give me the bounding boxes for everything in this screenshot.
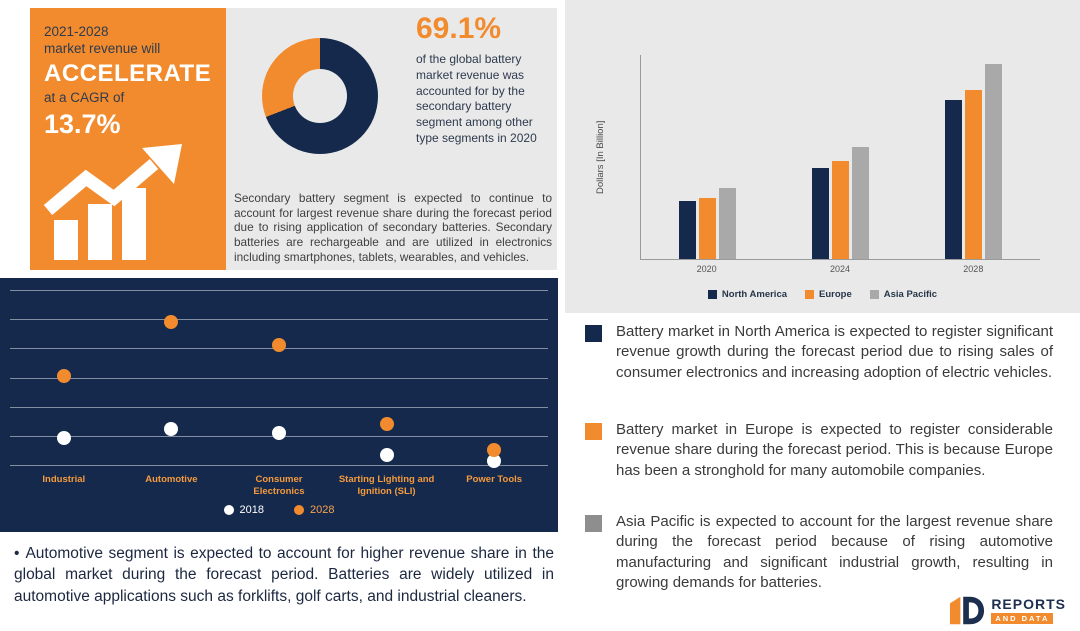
- dot-plot-category-label: Automotive: [145, 474, 198, 485]
- regional-bar-chart: [640, 55, 1040, 260]
- bar-group-2024: [812, 147, 869, 259]
- bar-asia-pacific-2020: [719, 188, 736, 259]
- automotive-bullet: • Automotive segment is expected to accou…: [14, 543, 554, 607]
- growth-arrow-icon: [43, 144, 182, 260]
- dot-plot-gridline: [10, 290, 548, 291]
- north-america-bullet: Battery market in North America is expec…: [585, 322, 1053, 383]
- asia-pacific-bullet-text: Asia Pacific is expected to account for …: [616, 513, 1053, 591]
- dot-2018-power-tools: [487, 453, 502, 468]
- accelerate-label: ACCELERATE: [44, 59, 212, 87]
- bar-asia-pacific-2028: [985, 64, 1002, 259]
- legend-swatch-icon: [869, 290, 879, 299]
- dot-2018-starting-lighting-and-ignition-sli-: [379, 448, 394, 463]
- europe-bullet-text: Battery market in Europe is expected to …: [616, 421, 1053, 479]
- donut-percent-label: 69.1%: [416, 12, 502, 45]
- cagr-highlight-panel: 2021-2028 market revenue will ACCELERATE…: [30, 8, 226, 270]
- dot-plot-category-label: Starting Lighting and Ignition (SLI): [338, 474, 435, 497]
- bar-asia-pacific-2024: [852, 147, 869, 259]
- asia-pacific-bullet-marker: [585, 515, 602, 532]
- dot-2018-industrial: [56, 430, 71, 445]
- dot-plot-category-labels: Industrial Automotive Consumer Electronics…: [10, 474, 548, 498]
- donut-chart: [262, 38, 378, 154]
- cagr-prefix-label: at a CAGR of: [44, 89, 125, 105]
- legend-swatch-icon: [707, 290, 717, 299]
- automotive-bullet-text: Automotive segment is expected to accoun…: [14, 545, 554, 605]
- dot-plot-gridline: [10, 465, 548, 466]
- dot-plot-gridline: [10, 377, 548, 379]
- cagr-value-label: 13.7%: [44, 108, 121, 139]
- legend-dot-icon: [294, 505, 304, 515]
- bar-north-america-2024: [812, 167, 829, 259]
- cagr-years-label: 2021-2028: [44, 24, 109, 39]
- dot-plot-category-label: Industrial: [42, 474, 86, 485]
- dot-plot-category-label: Consumer Electronics: [253, 474, 305, 497]
- legend-label: Europe: [819, 289, 852, 300]
- market-revenue-will-label: market revenue will: [44, 40, 161, 56]
- bar-legend-item-europe: Europe: [805, 289, 852, 300]
- bar-x-axis-label: 2024: [829, 264, 850, 274]
- logo-and-data-label: AND DATA: [991, 613, 1054, 624]
- dot-plot-gridline: [10, 406, 548, 408]
- dot-2028-industrial: [56, 369, 71, 384]
- dot-2028-power-tools: [487, 443, 502, 458]
- bar-chart-y-axis-label: Dollars [In Billion]: [595, 120, 606, 195]
- legend-label: North America: [721, 289, 788, 300]
- logo-reports-label: REPORTS: [991, 596, 1066, 612]
- dot-2018-consumer-electronics: [272, 425, 286, 440]
- dot-2028-starting-lighting-and-ignition-sli-: [379, 416, 394, 431]
- segment-dot-plot-panel: Industrial Automotive Consumer Electronics…: [0, 278, 558, 532]
- dot-2018-automotive: [164, 422, 179, 437]
- bar-legend-item-asia-pacific: Asia Pacific: [869, 289, 938, 300]
- dot-plot-category-label: Power Tools: [466, 474, 523, 485]
- bar-north-america-2028: [945, 99, 962, 259]
- bar-north-america-2020: [679, 201, 696, 259]
- secondary-battery-paragraph: Secondary battery segment is expected to…: [234, 191, 552, 264]
- legend-label: Asia Pacific: [883, 289, 938, 300]
- reports-and-data-logo-mark: [950, 596, 985, 625]
- europe-bullet-marker: [585, 423, 602, 440]
- logo-text: REPORTS AND DATA: [991, 596, 1066, 624]
- dot-2028-automotive: [164, 314, 179, 329]
- north-america-bullet-text: Battery market in North America is expec…: [616, 323, 1053, 381]
- donut-caption: of the global battery market revenue was…: [416, 52, 537, 146]
- bar-europe-2028: [965, 90, 982, 259]
- secondary-battery-panel: 69.1% of the global battery market reven…: [226, 8, 557, 270]
- bar-europe-2024: [832, 161, 849, 259]
- north-america-bullet-marker: [585, 325, 602, 342]
- asia-pacific-bullet: Asia Pacific is expected to account for …: [585, 512, 1053, 593]
- dot-plot-gridline: [10, 319, 548, 321]
- bar-x-axis-label: 2020: [696, 264, 717, 274]
- legend-dot-icon: [223, 505, 234, 515]
- bar-group-2028: [945, 64, 1002, 259]
- dot-plot-area: [10, 290, 548, 468]
- dot-plot-legend-item-2018: 2018: [223, 504, 264, 516]
- bar-chart-legend: North America Europe Asia Pacific: [565, 289, 1080, 300]
- dot-plot-legend-item-2028: 2028: [294, 504, 334, 516]
- bar-legend-item-north-america: North America: [707, 289, 788, 300]
- legend-swatch-icon: [805, 290, 815, 299]
- bar-europe-2020: [699, 198, 716, 259]
- dot-2028-consumer-electronics: [272, 337, 286, 352]
- legend-label: 2018: [239, 504, 264, 516]
- bullet-marker: •: [14, 545, 20, 562]
- dot-plot-legend: 2018 2028: [0, 504, 558, 516]
- legend-label: 2028: [310, 504, 335, 516]
- reports-and-data-logo: REPORTS AND DATA: [949, 595, 1066, 625]
- bar-group-2020: [679, 188, 736, 259]
- donut-hole: [293, 69, 347, 123]
- regional-bar-panel: Dollars [In Billion] 2020 2024 2028 North …: [565, 0, 1080, 313]
- europe-bullet: Battery market in Europe is expected to …: [585, 420, 1053, 481]
- bar-chart-x-axis-labels: 2020 2024 2028: [640, 264, 1040, 274]
- bar-x-axis-label: 2028: [963, 264, 984, 274]
